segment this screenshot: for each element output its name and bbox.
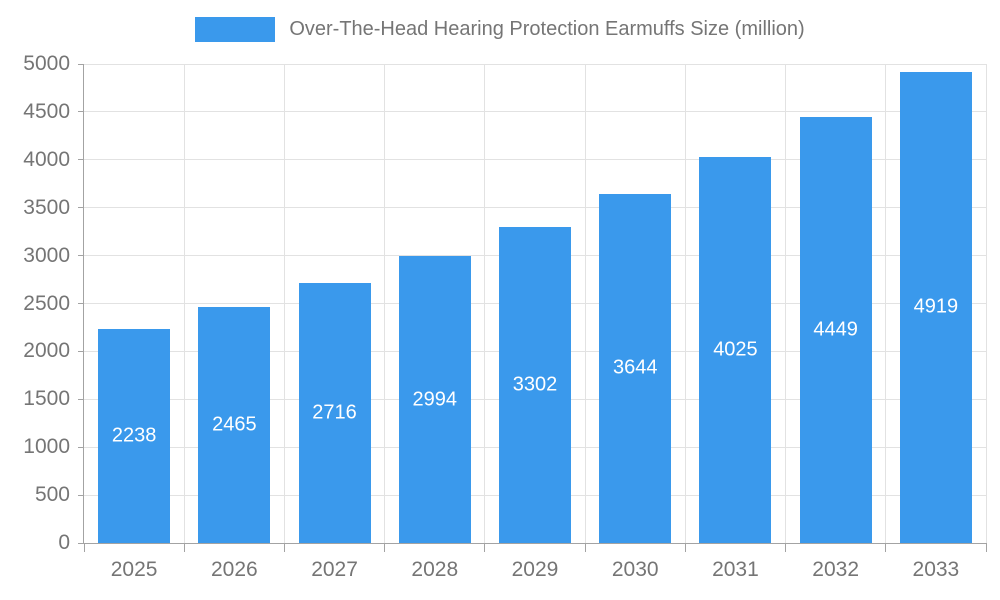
gridline-vertical (283, 64, 285, 543)
bar: 4025 (699, 157, 772, 543)
x-axis-tick (785, 543, 787, 552)
x-axis-tick (484, 543, 486, 552)
y-axis-tick-label: 2000 (23, 339, 70, 363)
gridline-horizontal (84, 111, 986, 113)
bar-value-label: 2465 (212, 413, 257, 436)
bar: 2465 (198, 306, 271, 543)
x-axis-tick-label: 2033 (912, 558, 960, 581)
x-axis-tick-label: 2025 (110, 558, 158, 581)
x-axis-line (83, 543, 986, 544)
y-axis-tick-label: 1500 (23, 387, 70, 411)
y-axis-tick (78, 542, 84, 544)
y-axis-tick-label: 5000 (23, 52, 70, 75)
bar: 3302 (499, 226, 571, 543)
bar: 4449 (799, 116, 872, 543)
x-axis-tick (684, 543, 686, 552)
gridline-vertical (384, 64, 386, 543)
y-axis-tick (78, 350, 84, 352)
bar: 2716 (298, 282, 371, 543)
bar: 4919 (899, 71, 972, 543)
y-axis-tick (78, 398, 84, 400)
gridline-vertical (785, 64, 787, 543)
x-axis-tick-label: 2026 (210, 558, 258, 581)
bar: 2994 (398, 256, 471, 543)
y-axis-tick (78, 303, 84, 304)
gridline-vertical (684, 64, 686, 543)
x-axis-tick-label: 2027 (311, 558, 358, 581)
y-axis-tick (78, 494, 84, 496)
y-axis-tick-label: 500 (34, 483, 70, 507)
x-axis-tick (283, 543, 285, 552)
y-axis-line (83, 64, 84, 543)
x-axis-tick (183, 543, 185, 552)
y-axis-tick (78, 111, 84, 113)
y-axis-tick-label: 4500 (23, 99, 70, 123)
gridline-vertical (584, 64, 586, 543)
bar-value-label: 2716 (312, 401, 357, 424)
bar-value-label: 2238 (111, 424, 157, 447)
gridline-vertical (183, 64, 185, 543)
y-axis-tick (78, 255, 84, 257)
legend-label: Over-The-Head Hearing Protection Earmuff… (289, 18, 805, 40)
gridline-vertical (885, 64, 887, 543)
bar: 3644 (599, 193, 672, 543)
y-axis-tick-label: 4000 (23, 147, 70, 171)
gridline-horizontal (84, 159, 986, 161)
x-axis-tick (885, 543, 887, 552)
bar-value-label: 3644 (612, 356, 658, 379)
bar: 2238 (98, 328, 171, 543)
bar-value-label: 4449 (813, 318, 858, 341)
y-axis-tick-label: 3500 (23, 195, 70, 219)
gridline-horizontal (84, 207, 986, 209)
y-axis-tick (78, 63, 84, 65)
y-axis-tick-label: 0 (58, 531, 70, 554)
bar-value-label: 2994 (412, 388, 458, 411)
x-axis-tick (584, 543, 586, 552)
x-axis-tick-label: 2028 (411, 558, 459, 581)
y-axis-tick-label: 2500 (23, 291, 70, 315)
x-axis-tick (83, 543, 85, 552)
gridline-vertical (985, 64, 987, 543)
bar-value-label: 4919 (913, 295, 959, 318)
y-axis-tick (78, 446, 84, 448)
legend-swatch-icon (195, 17, 276, 42)
y-axis-tick-label: 3000 (23, 243, 70, 267)
x-axis-tick-label: 2030 (611, 558, 659, 581)
gridline-horizontal (84, 63, 986, 65)
x-axis-tick-label: 2031 (712, 558, 759, 581)
bar-value-label: 4025 (713, 338, 758, 361)
y-axis-tick (78, 207, 84, 209)
y-axis-tick-label: 1000 (23, 435, 70, 459)
x-axis-tick-label: 2032 (812, 558, 860, 581)
chart-legend[interactable]: Over-The-Head Hearing Protection Earmuff… (0, 17, 1000, 42)
x-axis-tick (985, 543, 987, 552)
x-axis-tick (384, 543, 386, 552)
y-axis-tick (78, 159, 84, 161)
x-axis-tick-label: 2029 (511, 558, 559, 581)
gridline-vertical (484, 64, 486, 543)
bar-value-label: 3302 (512, 373, 558, 396)
